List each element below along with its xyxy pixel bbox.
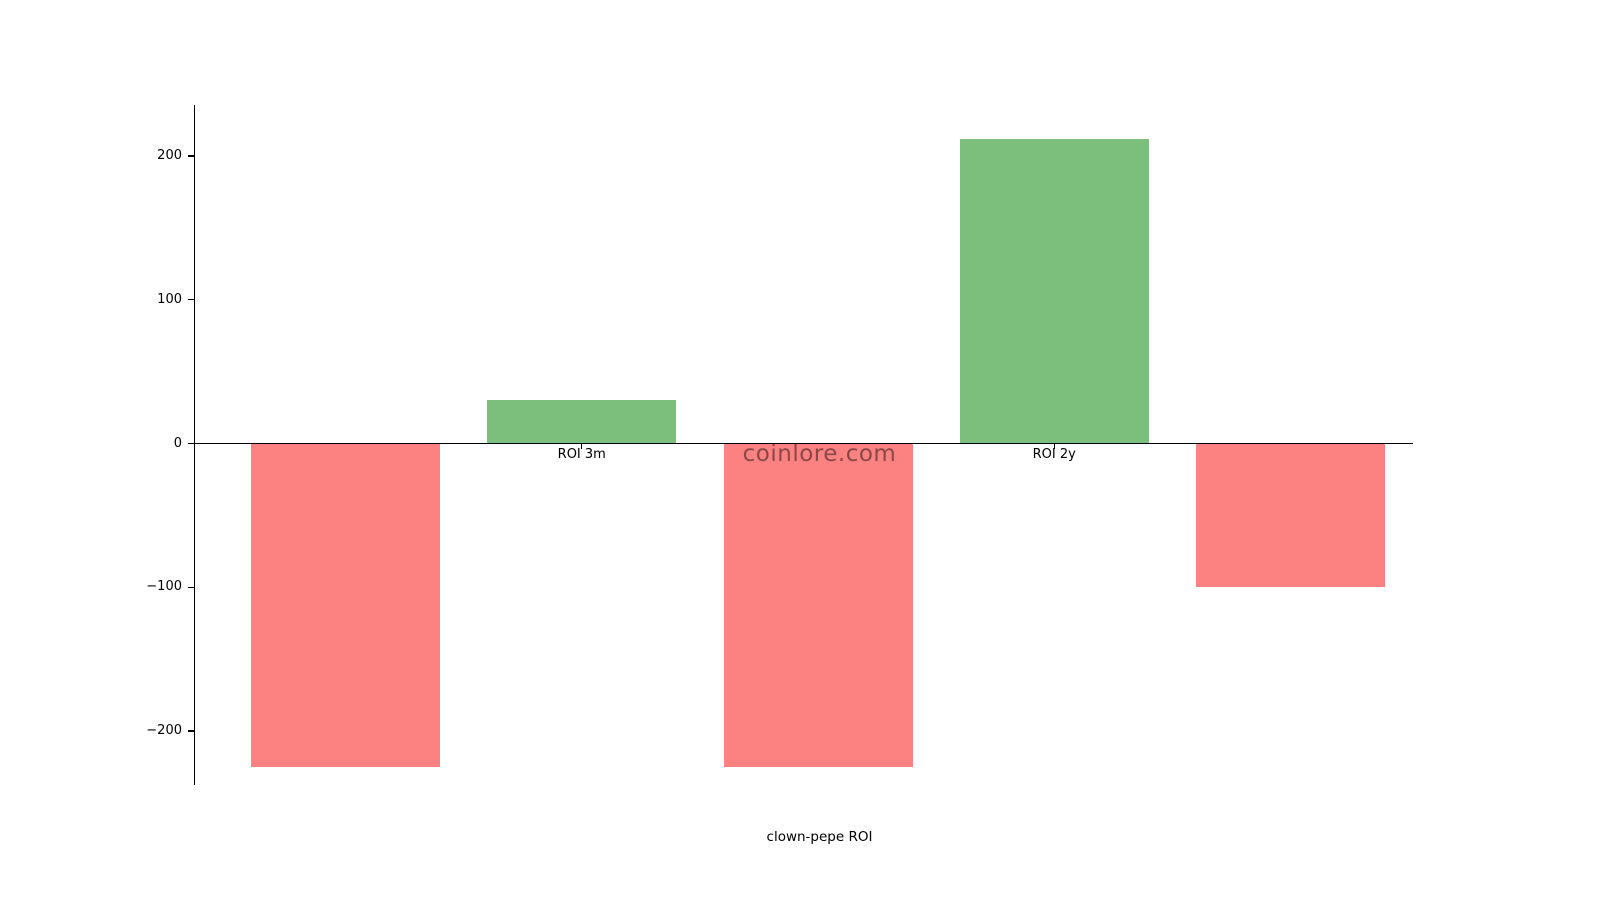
- y-axis-tick-label: 100: [157, 291, 182, 307]
- zero-baseline: [195, 443, 1413, 445]
- bar-positive: [487, 400, 677, 444]
- x-axis-tick: [581, 443, 583, 449]
- y-axis-tick: [188, 155, 195, 157]
- watermark-text: coinlore.com: [742, 440, 897, 467]
- x-axis-tick-label: ROI 3m: [557, 446, 606, 462]
- x-axis-tick: [1053, 443, 1055, 449]
- y-axis-tick-label: −100: [146, 579, 182, 595]
- y-axis-tick: [188, 586, 195, 588]
- x-axis-tick-label: ROI 2y: [1032, 446, 1076, 462]
- bar-negative: [251, 443, 440, 767]
- y-axis-tick: [188, 442, 195, 445]
- x-axis-title: clown-pepe ROI: [766, 829, 873, 845]
- y-axis-tick-label: −200: [146, 723, 182, 739]
- bar-negative: [723, 443, 913, 767]
- y-axis-tick: [188, 730, 195, 732]
- y-axis-spine: [194, 105, 196, 785]
- y-axis-tick-label: 0: [173, 435, 182, 451]
- bar-positive: [959, 138, 1149, 444]
- bar-negative: [1196, 443, 1385, 588]
- y-axis-tick-label: 200: [157, 148, 182, 164]
- y-axis-tick: [188, 299, 195, 301]
